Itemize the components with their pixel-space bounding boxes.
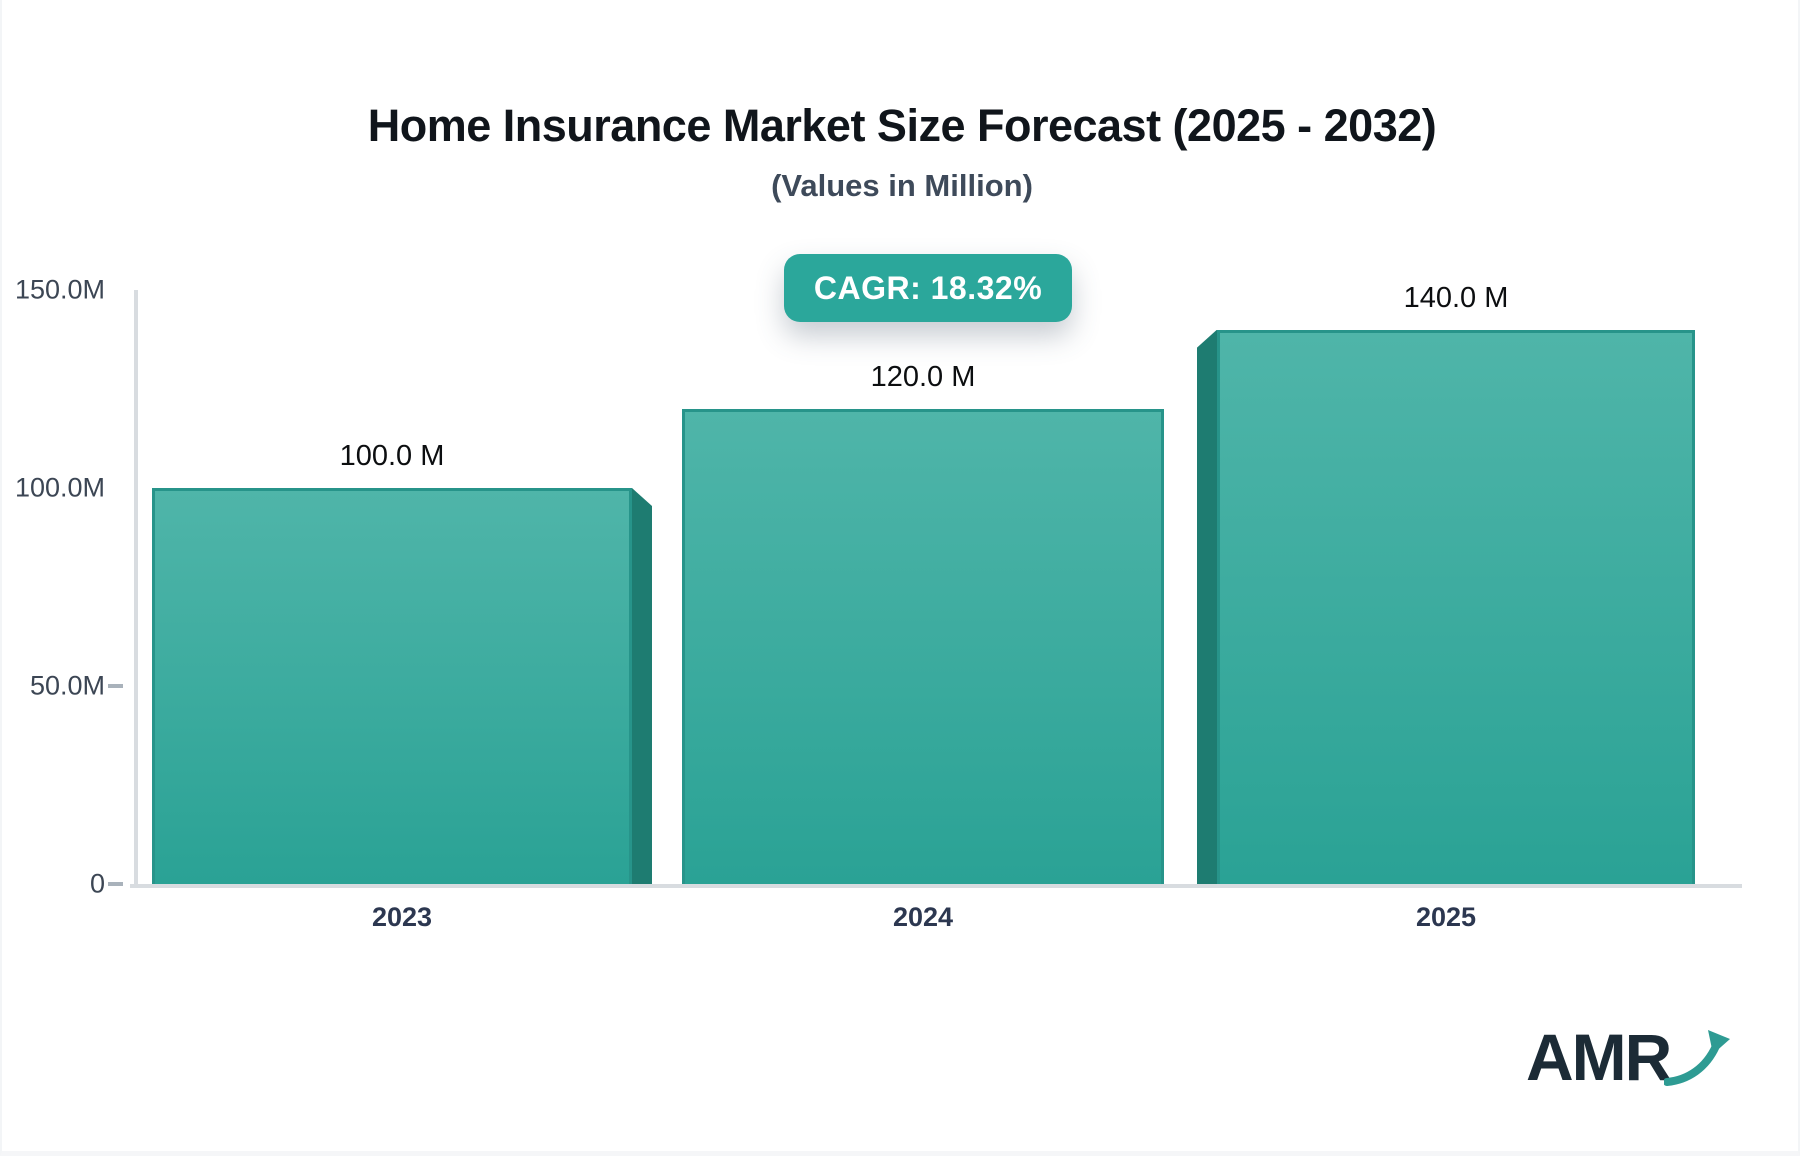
cagr-badge-label: CAGR: 18.32% [813,269,1043,306]
chart-subtitle: (Values in Million) [771,168,1033,203]
y-tick-mark [108,684,123,688]
cagr-badge: CAGR: 18.32% [784,254,1072,322]
bar-value-label-2024: 120.0 M [870,360,976,393]
y-tick-mark [108,882,123,886]
bar-2025 [1217,329,1695,884]
y-tick-label-0: 0 [89,868,105,899]
y-tick-label-150.0M: 150.0M [14,274,105,305]
x-tick-label-2023: 2023 [371,902,433,932]
bar-value-label-2023: 100.0 M [339,440,445,472]
chart-title: Home Insurance Market Size Forecast (202… [367,100,1437,151]
bar-3d-side-2023 [632,488,652,884]
bar-value-label-2025: 140.0 M [1403,281,1509,314]
y-tick-label-50.0M: 50.0M [29,670,105,701]
trend-up-arrow-icon [1664,1030,1731,1086]
x-tick-label-2025: 2025 [1415,902,1477,932]
amr-logo: AMR [1526,1020,1731,1094]
amr-logo-text: AMR [1526,1020,1672,1094]
bar-2024 [682,408,1164,884]
bar-2023 [152,488,632,884]
x-axis-line [130,884,1742,888]
bar-3d-side-2025 [1197,329,1217,884]
y-axis-line [134,290,138,884]
x-tick-label-2024: 2024 [892,902,954,932]
y-tick-label-100.0M: 100.0M [14,472,105,503]
